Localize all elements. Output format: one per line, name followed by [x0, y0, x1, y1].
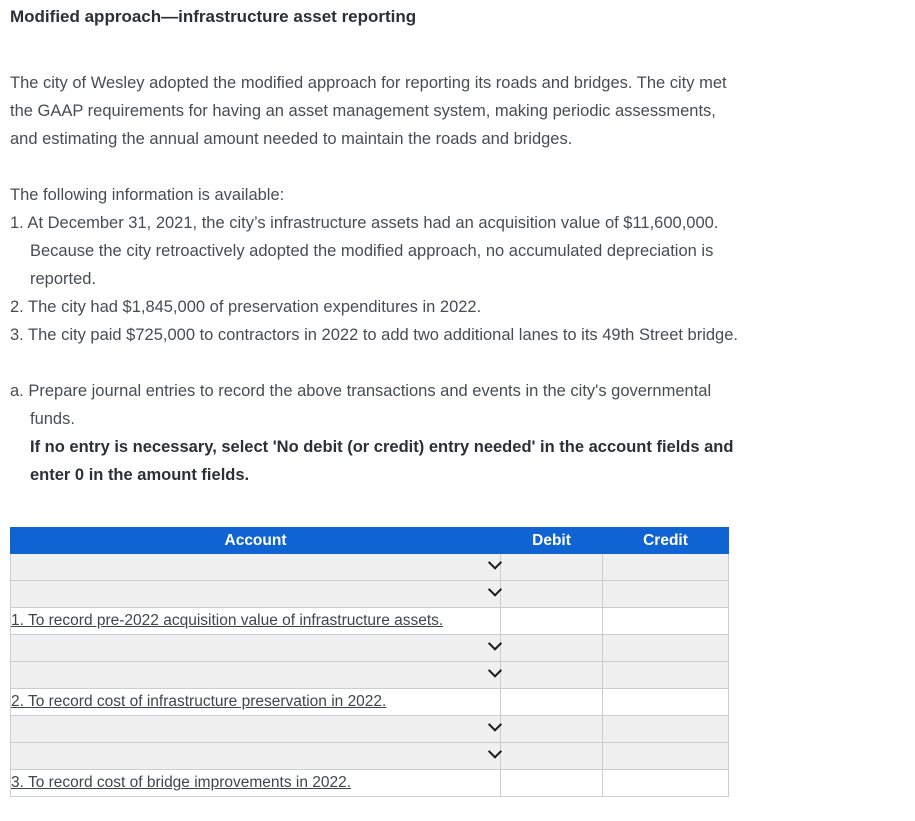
credit-input[interactable]: [602, 742, 729, 770]
intro-paragraph: The city of Wesley adopted the modified …: [10, 69, 905, 153]
page-title: Modified approach—infrastructure asset r…: [10, 7, 417, 26]
chevron-down-icon: [487, 717, 503, 732]
credit-input[interactable]: [602, 553, 729, 581]
entry-description-cell: 2. To record cost of infrastructure pres…: [10, 688, 501, 716]
account-column-header: Account: [10, 527, 501, 554]
journal-row: [10, 580, 729, 608]
info-heading: The following information is available:: [10, 186, 285, 204]
account-select[interactable]: [10, 742, 503, 770]
credit-input[interactable]: [602, 661, 729, 689]
intro-line: and estimating the annual amount needed …: [10, 130, 573, 148]
credit-column-header: Credit: [602, 527, 729, 554]
account-select[interactable]: [10, 715, 503, 743]
journal-row: [10, 553, 729, 581]
entry-description: 1. To record pre-2022 acquisition value …: [11, 612, 444, 629]
entry-description-cell: 3. To record cost of bridge improvements…: [10, 769, 501, 797]
journal-entry-table: Account Debit Credit 1. To record pre-20…: [10, 527, 729, 797]
chevron-down-icon: [487, 636, 503, 651]
entry-description: 3. To record cost of bridge improvements…: [11, 774, 352, 791]
intro-line: The city of Wesley adopted the modified …: [10, 74, 727, 92]
info-item-2: 2. The city had $1,845,000 of preservati…: [10, 298, 482, 316]
debit-cell: [500, 607, 603, 635]
debit-input[interactable]: [500, 661, 603, 689]
entry-description-row: 3. To record cost of bridge improvements…: [10, 769, 729, 797]
info-item-1-cont: Because the city retroactively adopted t…: [30, 242, 714, 260]
debit-cell: [500, 688, 603, 716]
debit-column-header: Debit: [500, 527, 603, 554]
account-select[interactable]: [10, 661, 503, 689]
instruction-line: If no entry is necessary, select 'No deb…: [30, 438, 734, 456]
problem-page: Modified approach—infrastructure asset r…: [10, 7, 905, 797]
journal-row: [10, 715, 729, 743]
account-select[interactable]: [10, 553, 503, 581]
debit-cell: [500, 769, 603, 797]
credit-input[interactable]: [602, 715, 729, 743]
info-item-1: 1. At December 31, 2021, the city’s infr…: [10, 214, 719, 232]
entry-description-row: 2. To record cost of infrastructure pres…: [10, 688, 729, 716]
info-item-3: 3. The city paid $725,000 to contractors…: [10, 326, 738, 344]
info-item-1-cont: reported.: [30, 270, 97, 288]
entry-description: 2. To record cost of infrastructure pres…: [11, 693, 387, 710]
chevron-down-icon: [487, 582, 503, 597]
debit-input[interactable]: [500, 553, 603, 581]
intro-line: the GAAP requirements for having an asse…: [10, 102, 716, 120]
chevron-down-icon: [487, 744, 503, 759]
requirement-a: a. Prepare journal entries to record the…: [10, 377, 905, 489]
chevron-down-icon: [487, 663, 503, 678]
credit-cell: [602, 688, 729, 716]
account-select[interactable]: [10, 580, 503, 608]
credit-cell: [602, 769, 729, 797]
debit-input[interactable]: [500, 715, 603, 743]
requirement-line: a. Prepare journal entries to record the…: [10, 382, 712, 400]
journal-row: [10, 634, 729, 662]
information-list: The following information is available: …: [10, 181, 905, 349]
debit-input[interactable]: [500, 634, 603, 662]
credit-cell: [602, 607, 729, 635]
instruction-line-cont: enter 0 in the amount fields.: [30, 466, 250, 484]
table-header-row: Account Debit Credit: [10, 527, 729, 554]
credit-input[interactable]: [602, 580, 729, 608]
account-select[interactable]: [10, 634, 503, 662]
journal-row: [10, 661, 729, 689]
entry-description-row: 1. To record pre-2022 acquisition value …: [10, 607, 729, 635]
requirement-line-cont: funds.: [30, 410, 75, 428]
journal-row: [10, 742, 729, 770]
entry-description-cell: 1. To record pre-2022 acquisition value …: [10, 607, 501, 635]
debit-input[interactable]: [500, 742, 603, 770]
debit-input[interactable]: [500, 580, 603, 608]
credit-input[interactable]: [602, 634, 729, 662]
chevron-down-icon: [487, 555, 503, 570]
